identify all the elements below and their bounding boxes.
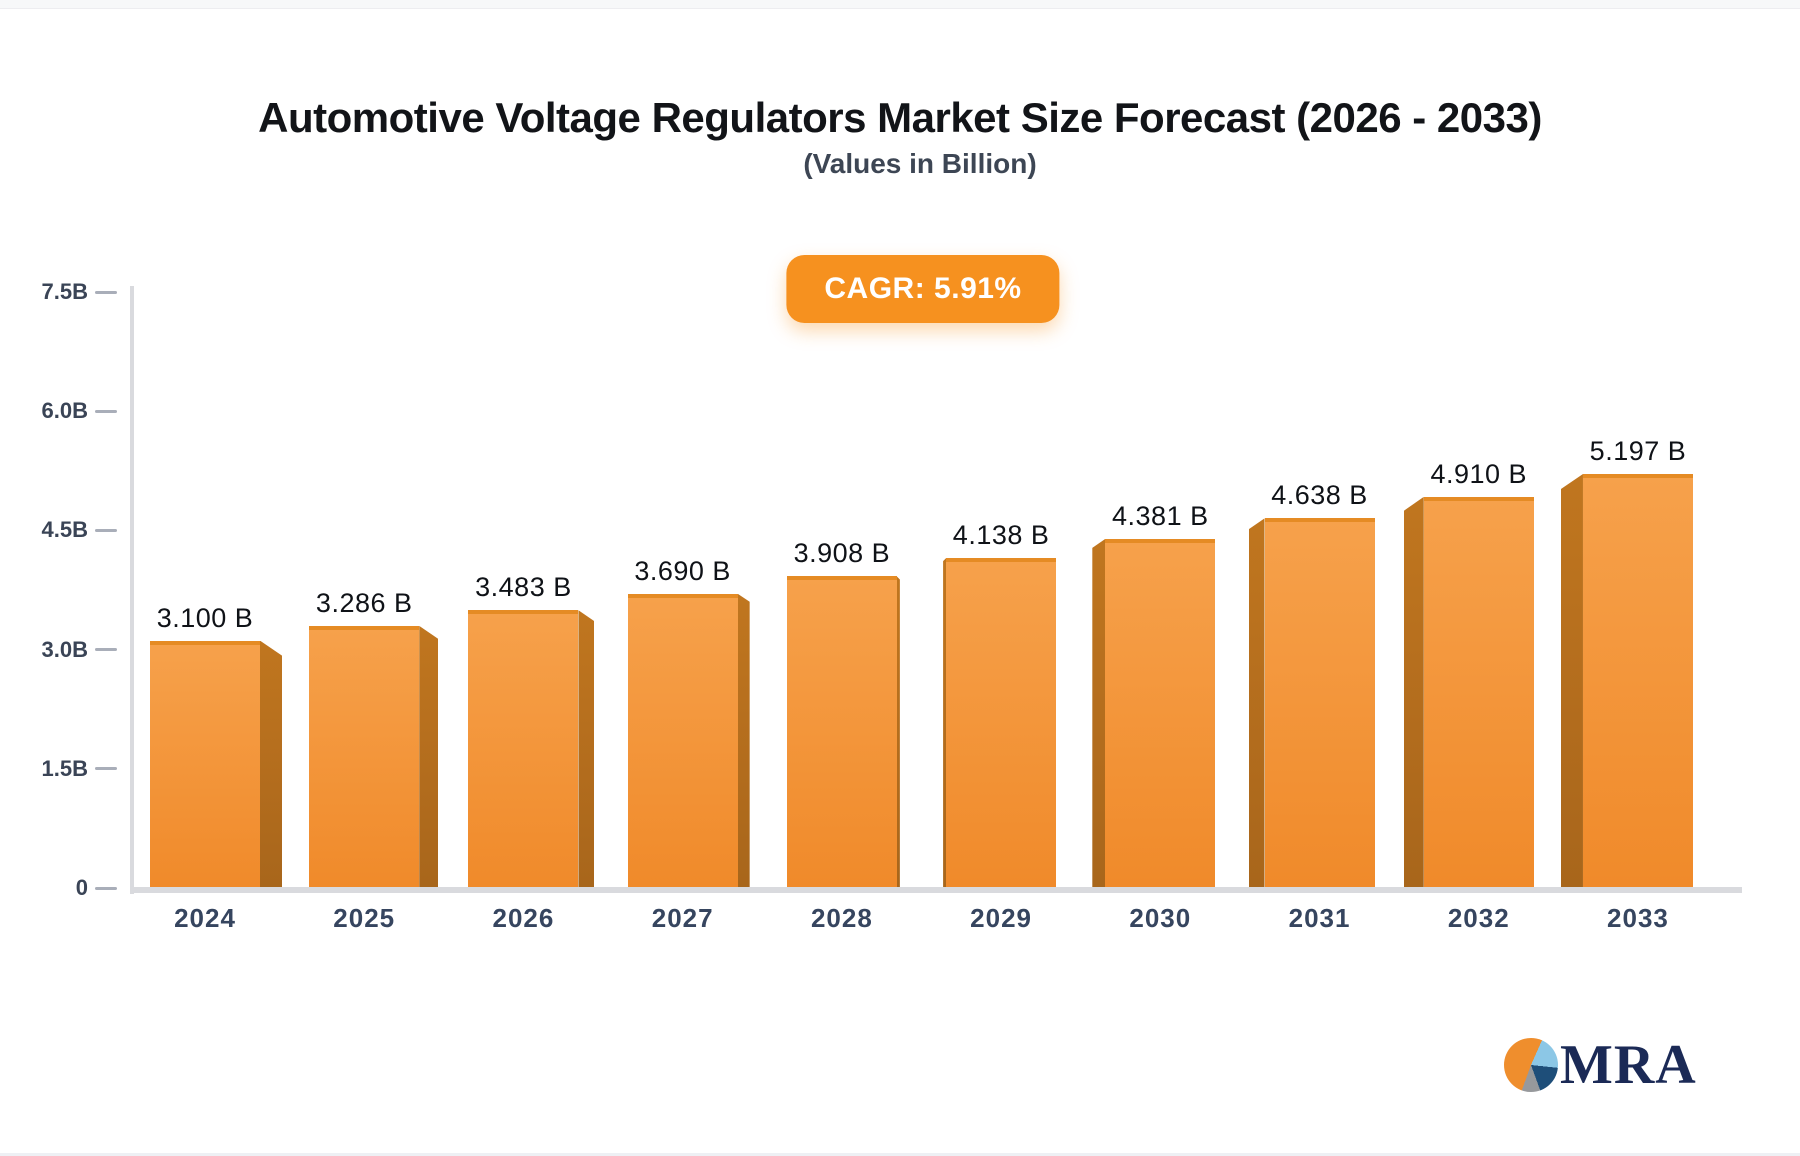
y-tick-mark <box>95 528 117 532</box>
bar-value-label: 5.197 B <box>1589 436 1687 466</box>
bar-2026[interactable] <box>468 610 579 888</box>
y-tick-mark <box>95 290 117 294</box>
x-axis-label-2026: 2026 <box>492 903 555 933</box>
x-axis-label-2031: 2031 <box>1288 903 1351 933</box>
x-axis-label-2028: 2028 <box>810 903 873 933</box>
bar-2028[interactable] <box>786 576 897 888</box>
top-border-band <box>0 0 1800 9</box>
bar-3d-side-2026 <box>578 610 595 888</box>
bar-value-label: 4.381 B <box>1112 500 1209 531</box>
x-axis-baseline <box>130 887 1742 893</box>
bar-2024[interactable] <box>150 640 260 888</box>
x-axis-label-2029: 2029 <box>970 903 1033 933</box>
bar-value-label: 3.690 B <box>634 555 731 586</box>
x-axis-label-2027: 2027 <box>651 903 714 933</box>
bar-3d-side-2027 <box>737 593 750 888</box>
bar-3d-side-2030 <box>1092 538 1106 888</box>
x-axis-label-2033: 2033 <box>1607 903 1669 933</box>
bar-2029[interactable] <box>946 558 1057 888</box>
x-axis-label-2030: 2030 <box>1129 903 1192 933</box>
bar-value-label: 3.286 B <box>315 587 413 618</box>
bar-2027[interactable] <box>627 593 738 888</box>
bar-3d-side-2032 <box>1403 496 1424 888</box>
bar-3d-side-2033 <box>1560 474 1583 888</box>
bar-2032[interactable] <box>1423 496 1534 888</box>
bar-3d-side-2029 <box>943 558 947 888</box>
bar-value-label: 3.100 B <box>156 602 254 633</box>
x-axis-label-2025: 2025 <box>333 903 396 933</box>
bar-2025[interactable] <box>309 625 420 888</box>
chart-subtitle: (Values in Billion) <box>803 148 1037 179</box>
bar-3d-side-2024 <box>260 640 282 888</box>
cagr-badge: CAGR: 5.91% <box>786 255 1060 323</box>
bottom-border-band <box>0 1153 1800 1156</box>
chart-title: Automotive Voltage Regulators Market Siz… <box>258 94 1542 141</box>
y-tick-mark <box>95 648 117 652</box>
x-axis-label-2024: 2024 <box>174 903 236 933</box>
x-axis-label-2032: 2032 <box>1447 903 1510 933</box>
bar-3d-side-2028 <box>896 576 900 888</box>
bar-3d-side-2025 <box>419 625 439 888</box>
y-tick-label-0: 0 <box>75 875 88 900</box>
y-tick-label-4.5B: 4.5B <box>41 517 88 543</box>
bar-2031[interactable] <box>1264 518 1375 888</box>
cagr-badge-label: CAGR: 5.91% <box>824 272 1022 305</box>
y-tick-mark <box>95 886 117 890</box>
bar-2030[interactable] <box>1105 538 1216 888</box>
y-tick-label-3.0B: 3.0B <box>41 636 88 662</box>
y-tick-label-7.5B: 7.5B <box>41 279 88 304</box>
bar-3d-side-2031 <box>1248 518 1265 888</box>
logo-text: MRA <box>1560 1034 1697 1096</box>
bar-value-label: 3.908 B <box>793 538 891 569</box>
bar-value-label: 4.638 B <box>1271 480 1368 511</box>
bar-value-label: 4.910 B <box>1430 458 1528 489</box>
mra-logo: MRA <box>1504 1034 1697 1096</box>
bar-value-label: 4.138 B <box>952 520 1050 551</box>
y-tick-label-1.5B: 1.5B <box>41 755 88 781</box>
pie-chart-logo-icon <box>1504 1038 1558 1092</box>
y-tick-mark <box>95 767 117 771</box>
y-tick-label-6.0B: 6.0B <box>41 398 88 424</box>
bar-2033[interactable] <box>1582 474 1693 888</box>
y-axis-line <box>130 286 134 894</box>
y-tick-mark <box>95 409 117 413</box>
bar-value-label: 3.483 B <box>475 572 572 603</box>
